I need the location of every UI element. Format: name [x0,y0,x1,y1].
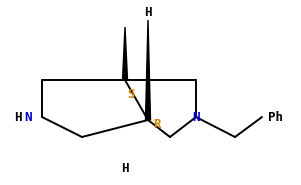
Polygon shape [123,27,128,80]
Text: H: H [144,6,152,18]
Text: H: H [121,162,129,174]
Text: H: H [14,110,21,124]
Text: N: N [24,110,32,124]
Text: S: S [127,88,135,101]
Text: R: R [153,118,160,131]
Text: Ph: Ph [268,110,283,124]
Polygon shape [145,20,150,120]
Text: N: N [192,110,200,124]
